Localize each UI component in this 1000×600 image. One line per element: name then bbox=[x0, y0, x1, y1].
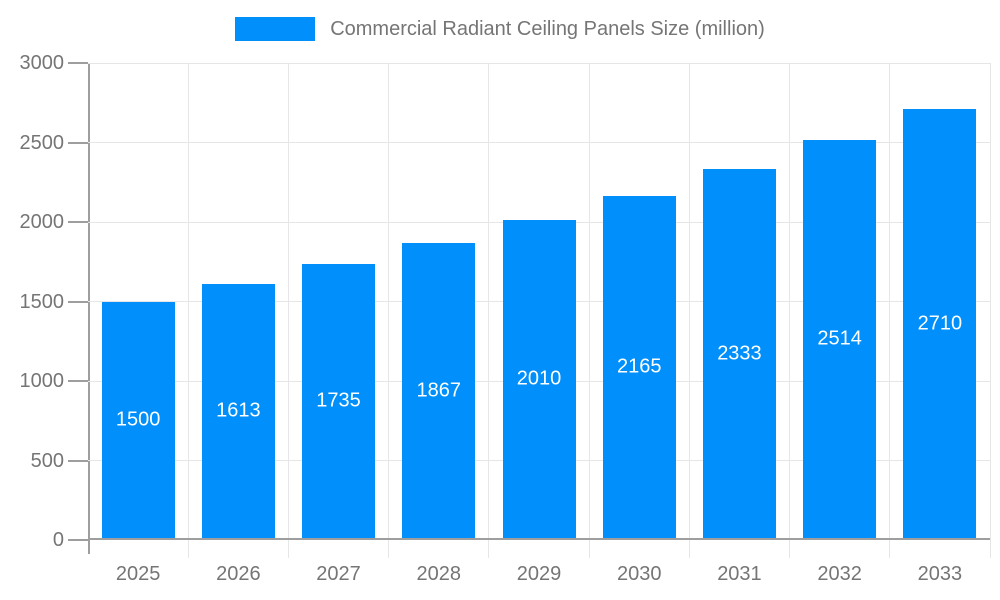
bar[interactable]: 2710 bbox=[903, 109, 977, 538]
legend-swatch-icon bbox=[235, 17, 316, 41]
y-tick-label: 1500 bbox=[19, 290, 65, 313]
bar-value-label: 2333 bbox=[717, 342, 762, 365]
y-tick-label: 2500 bbox=[19, 131, 65, 154]
bar[interactable]: 1613 bbox=[201, 283, 275, 538]
v-gridline bbox=[688, 63, 690, 558]
x-tick-label: 2026 bbox=[216, 563, 261, 585]
x-axis-line bbox=[88, 538, 990, 540]
y-axis-tick bbox=[68, 141, 88, 144]
v-gridline bbox=[789, 63, 791, 558]
bar-value-label: 2514 bbox=[817, 327, 862, 350]
bar-value-label: 1500 bbox=[115, 408, 161, 431]
x-axis: 2025 2026 2027 2028 2029 2030 2031 2032 2033 bbox=[88, 540, 990, 600]
h-gridline bbox=[88, 142, 990, 143]
x-tick-label: 2030 bbox=[616, 563, 662, 585]
bar-value-label: 2710 bbox=[917, 312, 963, 335]
y-axis-tick bbox=[68, 459, 88, 462]
bar[interactable]: 2333 bbox=[702, 169, 776, 538]
bar[interactable]: 2010 bbox=[502, 220, 576, 538]
legend: Commercial Radiant Ceiling Panels Size (… bbox=[0, 17, 1000, 41]
y-axis-tick bbox=[68, 221, 88, 223]
x-tick-label: 2031 bbox=[717, 563, 762, 585]
bar[interactable]: 1867 bbox=[402, 243, 476, 538]
bar-value-label: 1867 bbox=[416, 379, 462, 402]
bar[interactable]: 1735 bbox=[302, 264, 376, 538]
h-gridline bbox=[88, 62, 990, 64]
y-tick-label: 1000 bbox=[19, 370, 65, 392]
x-tick-label: 2029 bbox=[516, 563, 562, 585]
v-gridline bbox=[889, 63, 891, 558]
y-tick-label: 0 bbox=[52, 529, 64, 551]
y-axis-tick bbox=[68, 380, 88, 382]
bar-value-label: 1613 bbox=[216, 399, 261, 422]
y-axis-tick bbox=[68, 62, 88, 64]
x-tick-label: 2028 bbox=[416, 563, 462, 585]
v-gridline bbox=[287, 63, 289, 558]
bar[interactable]: 2165 bbox=[602, 195, 676, 538]
x-tick-label: 2033 bbox=[917, 563, 963, 585]
bar-value-label: 2165 bbox=[616, 355, 662, 378]
v-gridline bbox=[488, 63, 490, 558]
plot-area: 0 500 1000 1500 2000 2500 3000 1500 1613 1735 1867… bbox=[20, 52, 991, 558]
legend-item[interactable]: Commercial Radiant Ceiling Panels Size (… bbox=[235, 17, 765, 41]
v-gridline bbox=[588, 63, 590, 558]
bar-value-label: 2010 bbox=[516, 367, 562, 390]
y-tick-label: 500 bbox=[30, 449, 64, 472]
y-axis-tick bbox=[68, 300, 88, 303]
y-axis-line bbox=[88, 63, 90, 554]
v-gridline bbox=[388, 63, 390, 558]
x-tick-label: 2032 bbox=[817, 563, 862, 585]
y-tick-label: 3000 bbox=[19, 52, 65, 74]
v-gridline bbox=[989, 63, 991, 558]
y-axis-tick bbox=[68, 539, 88, 541]
y-tick-label: 2000 bbox=[19, 211, 65, 233]
bar[interactable]: 1500 bbox=[101, 301, 175, 538]
x-tick-label: 2025 bbox=[115, 563, 161, 585]
x-tick-label: 2027 bbox=[316, 563, 361, 585]
legend-label: Commercial Radiant Ceiling Panels Size (… bbox=[330, 17, 765, 40]
v-gridline bbox=[187, 63, 189, 558]
bar-value-label: 1735 bbox=[316, 389, 361, 412]
bar[interactable]: 2514 bbox=[803, 140, 877, 538]
